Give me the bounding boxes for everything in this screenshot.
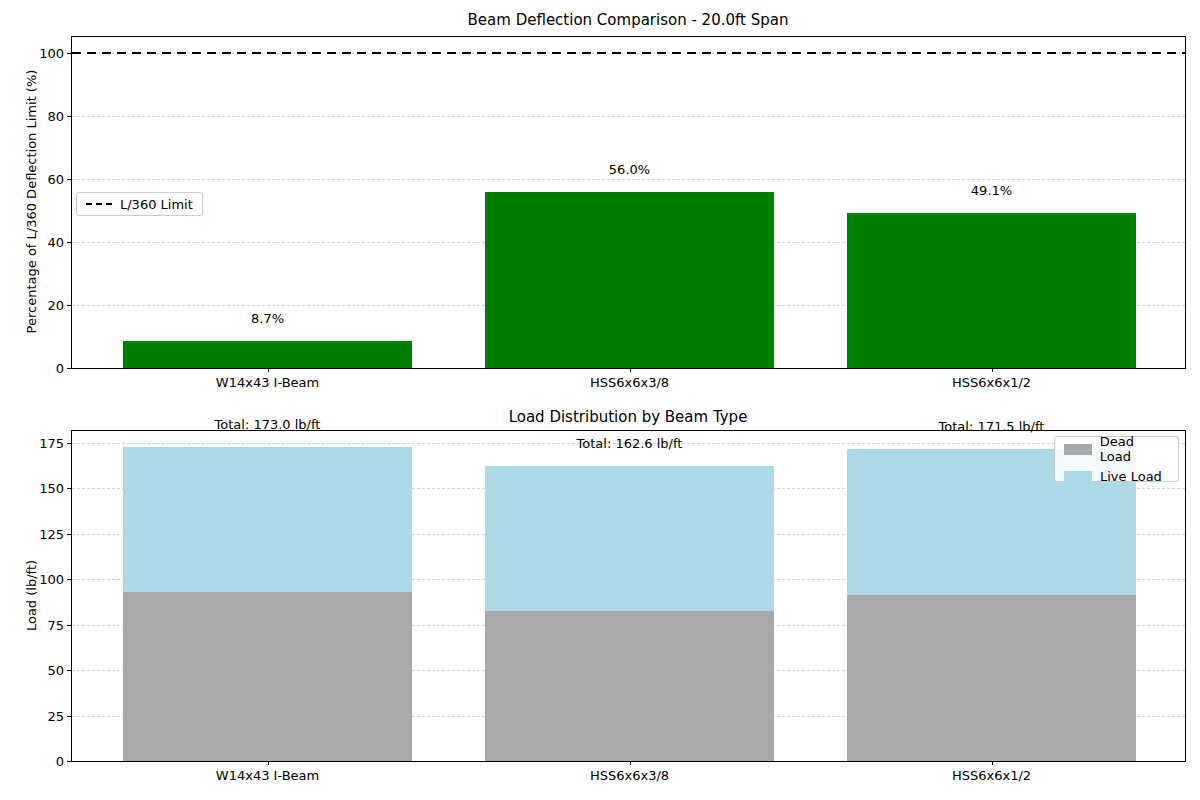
y-tick-mark (67, 488, 71, 489)
x-tick-label: W14x43 I-Beam (216, 375, 319, 390)
y-tick-label: 50 (4, 663, 64, 678)
load-chart-title: Load Distribution by Beam Type (509, 408, 748, 426)
y-tick-label: 125 (4, 526, 64, 541)
y-tick-label: 0 (4, 361, 64, 376)
total-label: Total: 173.0 lb/ft (215, 417, 321, 433)
x-tick-mark (992, 761, 993, 765)
x-tick-mark (268, 368, 269, 372)
y-tick-mark (67, 534, 71, 535)
y-tick-mark (67, 625, 71, 626)
y-tick-mark (67, 579, 71, 580)
y-tick-mark (67, 368, 71, 369)
legend-row: Live Load (1064, 469, 1169, 484)
y-tick-label: 0 (4, 754, 64, 769)
y-tick-label: 175 (4, 436, 64, 451)
total-label: Total: 162.6 lb/ft (577, 436, 683, 452)
x-tick-label: W14x43 I-Beam (216, 768, 319, 783)
dead-load-segment-0 (123, 592, 413, 761)
legend-row: L/360 Limit (86, 197, 193, 212)
y-tick-mark (67, 670, 71, 671)
y-tick-mark (67, 179, 71, 180)
y-tick-mark (67, 242, 71, 243)
x-tick-label: HSS6x6x1/2 (952, 375, 1031, 390)
y-tick-mark (67, 116, 71, 117)
legend-label: Dead Load (1100, 434, 1169, 464)
dead-load-segment-1 (485, 611, 775, 761)
live-load-legend-swatch (1064, 471, 1092, 482)
y-tick-label: 60 (4, 172, 64, 187)
legend-label: L/360 Limit (120, 197, 193, 212)
dashed-line-legend-swatch (86, 203, 112, 205)
y-tick-mark (67, 443, 71, 444)
gridline (72, 179, 1185, 180)
bar-value-label: 49.1% (971, 183, 1012, 199)
limit-reference-line (72, 52, 1185, 54)
gridline (72, 116, 1185, 117)
bar-value-label: 8.7% (251, 311, 284, 327)
legend-row: Dead Load (1064, 434, 1169, 464)
deflection-chart-legend: L/360 Limit (76, 192, 203, 216)
deflection-bar-1 (485, 192, 775, 368)
y-tick-label: 100 (4, 572, 64, 587)
deflection-bar-2 (847, 213, 1137, 368)
deflection-chart-title: Beam Deflection Comparison - 20.0ft Span (468, 11, 789, 29)
matplotlib-figure: Beam Deflection Comparison - 20.0ft Span… (0, 0, 1200, 800)
y-tick-mark (67, 305, 71, 306)
y-tick-label: 75 (4, 617, 64, 632)
y-tick-mark (67, 53, 71, 54)
y-tick-label: 40 (4, 235, 64, 250)
dead-load-segment-2 (847, 595, 1137, 761)
bar-value-label: 56.0% (609, 162, 650, 178)
x-tick-mark (268, 761, 269, 765)
x-tick-label: HSS6x6x3/8 (590, 375, 669, 390)
deflection-bar-0 (123, 341, 413, 368)
y-tick-label: 100 (4, 46, 64, 61)
y-tick-mark (67, 716, 71, 717)
y-tick-label: 150 (4, 481, 64, 496)
x-tick-mark (630, 761, 631, 765)
load-chart-plot-area (71, 430, 1186, 762)
y-tick-label: 25 (4, 708, 64, 723)
total-label: Total: 171.5 lb/ft (939, 419, 1045, 435)
y-tick-label: 20 (4, 298, 64, 313)
y-tick-label: 80 (4, 109, 64, 124)
x-tick-label: HSS6x6x1/2 (952, 768, 1031, 783)
deflection-chart-plot-area (71, 36, 1186, 369)
x-tick-mark (630, 368, 631, 372)
load-chart-legend: Dead Load Live Load (1054, 436, 1179, 482)
x-tick-mark (992, 368, 993, 372)
live-load-segment-0 (123, 447, 413, 592)
legend-label: Live Load (1100, 469, 1162, 484)
dead-load-legend-swatch (1064, 444, 1092, 455)
x-tick-label: HSS6x6x3/8 (590, 768, 669, 783)
y-tick-mark (67, 761, 71, 762)
live-load-segment-1 (485, 466, 775, 611)
